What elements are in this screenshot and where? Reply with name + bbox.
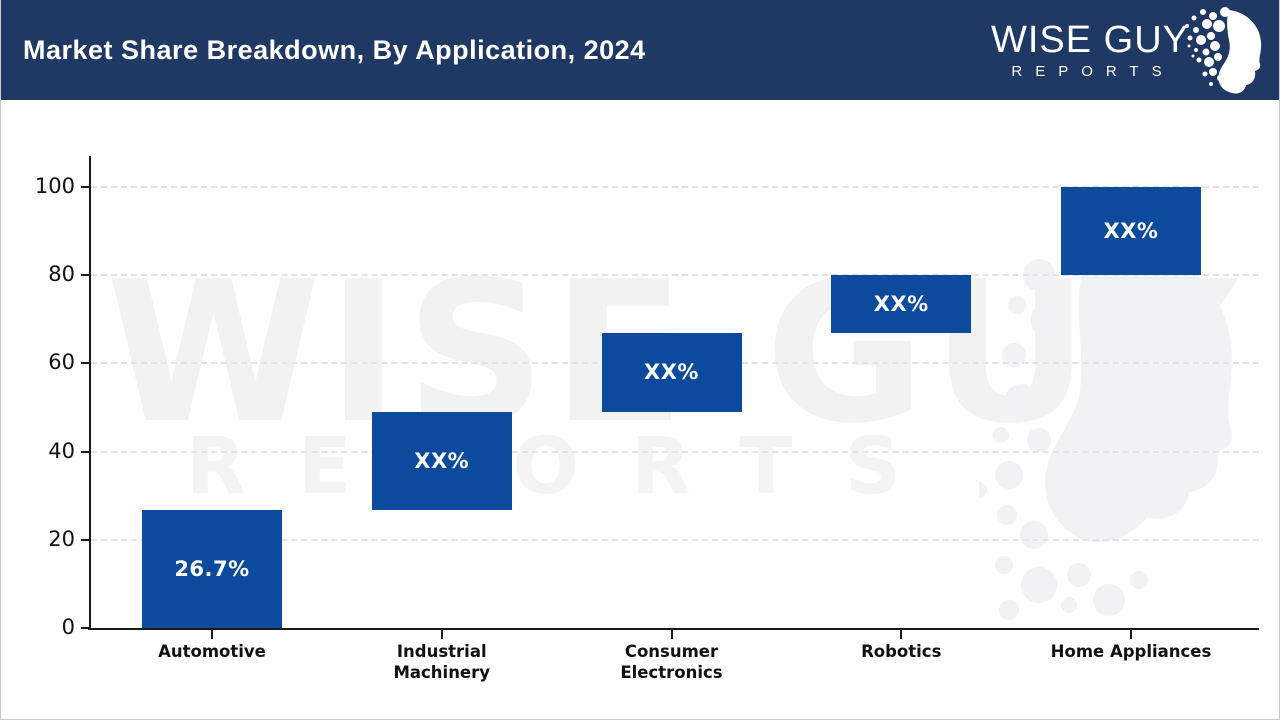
header-bar: Market Share Breakdown, By Application, … xyxy=(1,0,1279,100)
x-tick-4 xyxy=(1130,630,1132,639)
bar-robotics: XX% xyxy=(831,275,972,333)
wise-guy-reports-logo: WISE GUY REPORTS xyxy=(991,4,1279,96)
bar-industrial-machinery: XX% xyxy=(371,411,512,511)
bar-home-appliances: XX% xyxy=(1061,187,1201,276)
x-axis-label-line: Home Appliances xyxy=(1050,642,1212,661)
bar-consumer-electronics: XX% xyxy=(601,332,742,412)
watermark-subtitle: REPORTS xyxy=(186,422,953,512)
logo-text: WISE GUY REPORTS xyxy=(991,20,1189,80)
y-axis-line xyxy=(89,156,91,629)
y-tick-100 xyxy=(81,186,90,188)
y-tick-label-80: 80 xyxy=(48,262,75,287)
bar-value-label: XX% xyxy=(644,360,699,385)
x-axis-label-line: Industrial xyxy=(396,642,487,661)
x-axis-label-home-appliances: Home Appliances xyxy=(1016,641,1246,662)
gridline-80 xyxy=(91,274,1259,277)
x-axis-label-line: Electronics xyxy=(620,663,723,682)
x-tick-1 xyxy=(440,630,443,639)
x-tick-3 xyxy=(900,630,903,639)
x-axis-label-industrial-machinery: Industrial Machinery xyxy=(327,641,557,683)
x-axis-label-consumer-electronics: Consumer Electronics xyxy=(557,641,787,683)
bar-value-label: XX% xyxy=(873,291,929,316)
y-tick-label-60: 60 xyxy=(48,350,75,375)
x-axis-label-line: Consumer xyxy=(624,642,719,661)
bar-automotive: 26.7% xyxy=(142,510,282,628)
x-axis-label-line: Machinery xyxy=(393,663,491,682)
logo-subtitle: REPORTS xyxy=(1011,63,1175,80)
x-axis-label-line: Robotics xyxy=(861,642,942,661)
x-tick-0 xyxy=(211,630,213,639)
y-tick-label-100: 100 xyxy=(34,174,75,198)
x-axis-label-line: Automotive xyxy=(158,642,266,661)
logo-wordmark: WISE GUY xyxy=(990,19,1189,61)
y-tick-label-40: 40 xyxy=(48,438,75,463)
y-tick-40 xyxy=(81,450,90,453)
y-tick-0 xyxy=(81,627,90,629)
gridline-100 xyxy=(91,186,1259,188)
x-axis-label-robotics: Robotics xyxy=(786,641,1016,662)
y-tick-60 xyxy=(81,362,90,365)
dotted-head-logo-icon xyxy=(1185,7,1262,94)
page-title: Market Share Breakdown, By Application, … xyxy=(23,34,646,65)
x-tick-2 xyxy=(670,630,673,639)
x-axis-label-automotive: Automotive xyxy=(97,641,327,662)
gridline-40 xyxy=(91,450,1259,453)
y-tick-80 xyxy=(81,274,90,277)
y-tick-20 xyxy=(81,538,90,541)
bar-value-label: XX% xyxy=(1103,219,1159,244)
gridline-20 xyxy=(91,538,1259,541)
bar-value-label: 26.7% xyxy=(174,557,250,582)
y-tick-label-0: 0 xyxy=(61,615,75,639)
bar-value-label: XX% xyxy=(414,449,470,474)
x-axis-line xyxy=(88,628,1259,630)
y-tick-label-20: 20 xyxy=(48,526,75,551)
